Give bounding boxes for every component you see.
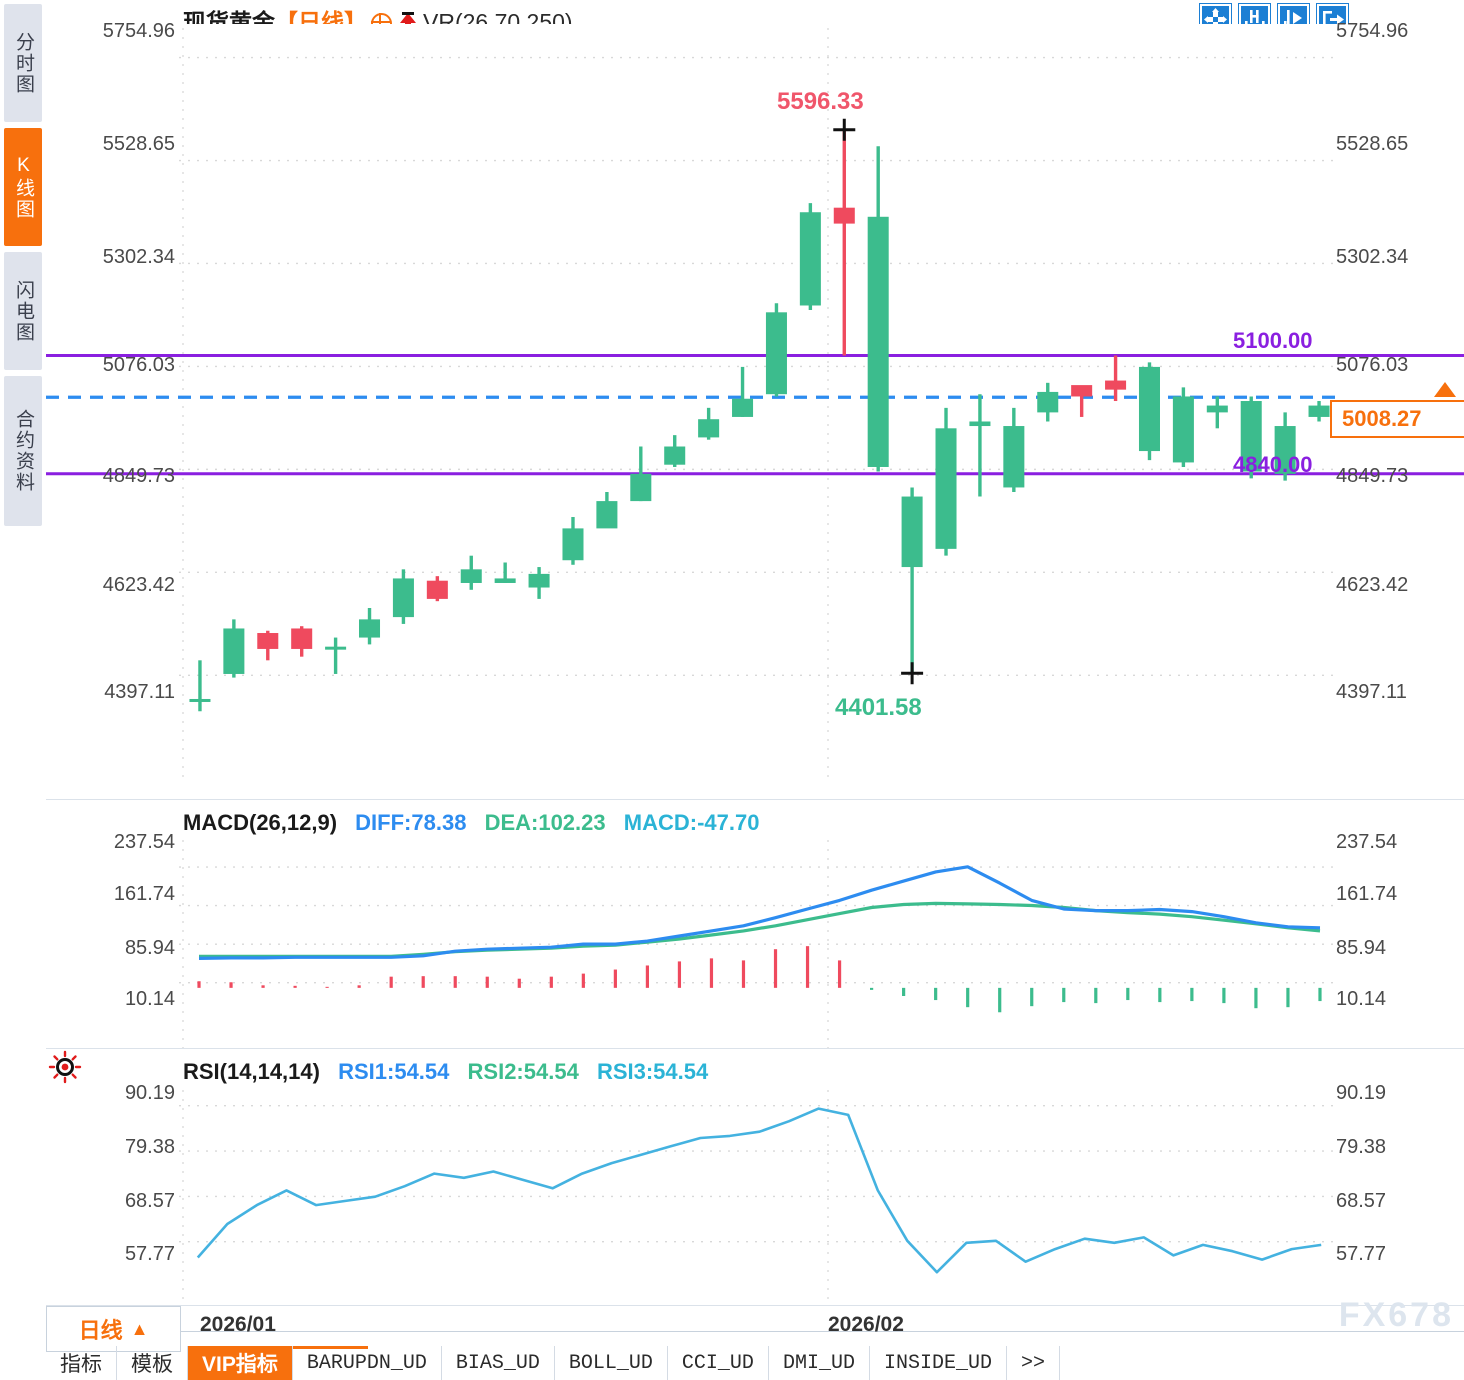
low-annotation: 4401.58 bbox=[835, 694, 922, 721]
price-tag-arrow-icon bbox=[1434, 382, 1456, 397]
rsi-tick-right: 90.19 bbox=[1336, 1082, 1387, 1104]
tab-boll-ud[interactable]: BOLL_UD bbox=[555, 1346, 668, 1380]
macd-tick-right: 10.14 bbox=[1336, 988, 1387, 1010]
sidebar-item-contract-info[interactable]: 合约资料 bbox=[4, 376, 42, 526]
tab-[interactable]: 模板 bbox=[117, 1346, 188, 1380]
price-tick: 5754.96 bbox=[102, 20, 175, 42]
rsi-tick: 79.38 bbox=[124, 1136, 175, 1158]
tab-dmi-ud[interactable]: DMI_UD bbox=[769, 1346, 870, 1380]
tab-vip[interactable]: VIP指标 bbox=[188, 1346, 293, 1380]
macd-title: MACD(26,12,9) bbox=[183, 810, 338, 835]
price-tick: 4397.11 bbox=[104, 681, 175, 703]
price-tick-right: 4397.11 bbox=[1336, 681, 1407, 703]
tab-[interactable]: 指标 bbox=[46, 1346, 117, 1380]
tab-[interactable]: >> bbox=[1007, 1346, 1060, 1380]
tab-cci-ud[interactable]: CCI_UD bbox=[668, 1346, 769, 1380]
bottom-divider bbox=[46, 1305, 1464, 1306]
rsi-tick: 57.77 bbox=[124, 1243, 175, 1265]
rsi-tick-right: 68.57 bbox=[1336, 1190, 1387, 1212]
tab-inside-ud[interactable]: INSIDE_UD bbox=[870, 1346, 1007, 1380]
rsi2-value: RSI2:54.54 bbox=[467, 1059, 579, 1084]
sidebar-item-timeshare-chart[interactable]: 分时图 bbox=[4, 4, 42, 122]
candlestick-chart[interactable] bbox=[46, 24, 1464, 799]
macd-dea-value: DEA:102.23 bbox=[484, 810, 606, 835]
tab-barupdn-ud[interactable]: BARUPDN_UD bbox=[293, 1346, 442, 1380]
panel-divider bbox=[46, 1048, 1464, 1049]
sun-icon[interactable] bbox=[47, 1049, 83, 1085]
price-tick-right: 5528.65 bbox=[1336, 133, 1409, 155]
watermark: FX678 bbox=[1338, 1296, 1454, 1334]
macd-value: MACD:-47.70 bbox=[623, 810, 760, 835]
macd-tick-right: 85.94 bbox=[1336, 937, 1387, 959]
level-label-5100: 5100.00 bbox=[1233, 328, 1313, 353]
rsi-tick: 90.19 bbox=[124, 1082, 175, 1104]
up-arrow-icon bbox=[398, 11, 418, 36]
bottom-border bbox=[46, 1331, 1464, 1332]
macd-tick-right: 237.54 bbox=[1336, 831, 1398, 853]
price-tick: 4849.73 bbox=[102, 465, 175, 487]
rsi3-value: RSI3:54.54 bbox=[596, 1059, 709, 1084]
rsi1-value: RSI1:54.54 bbox=[338, 1059, 450, 1084]
price-tick: 5528.65 bbox=[102, 133, 175, 155]
macd-tick: 237.54 bbox=[113, 831, 175, 853]
period-selector-label: 日线 bbox=[78, 1318, 123, 1343]
macd-tick: 161.74 bbox=[113, 883, 175, 905]
current-price-tag[interactable]: 5008.27 bbox=[1330, 400, 1464, 438]
price-tick-right: 5754.96 bbox=[1336, 20, 1409, 42]
high-annotation: 5596.33 bbox=[777, 88, 864, 115]
price-tick-right: 5076.03 bbox=[1336, 354, 1409, 376]
indicator-tabbar[interactable]: 指标 模板 VIP指标 BARUPDN_UD BIAS_UD BOLL_UD CCI_UD D… bbox=[46, 1346, 1464, 1380]
price-tick: 5076.03 bbox=[102, 354, 175, 376]
price-tick: 5302.34 bbox=[102, 246, 175, 268]
rsi-tick: 68.57 bbox=[124, 1190, 175, 1212]
date-label: 2026/01 bbox=[200, 1313, 276, 1336]
price-tick-right: 4623.42 bbox=[1336, 574, 1409, 596]
macd-tick-right: 161.74 bbox=[1336, 883, 1398, 905]
price-tick: 4623.42 bbox=[102, 574, 175, 596]
date-label: 2026/02 bbox=[828, 1313, 904, 1336]
macd-header: MACD(26,12,9) DIFF:78.38 DEA:102.23 MACD… bbox=[183, 810, 759, 836]
price-tick-right: 4849.73 bbox=[1336, 465, 1409, 487]
rsi-tick-right: 79.38 bbox=[1336, 1136, 1387, 1158]
macd-diff-value: DIFF:78.38 bbox=[355, 810, 467, 835]
rsi-header: RSI(14,14,14) RSI1:54.54 RSI2:54.54 RSI3… bbox=[183, 1059, 708, 1085]
macd-tick: 10.14 bbox=[124, 988, 175, 1010]
panel-divider bbox=[46, 799, 1464, 800]
rsi-tick-right: 57.77 bbox=[1336, 1243, 1387, 1265]
sidebar-item-lightning-chart[interactable]: 闪电图 bbox=[4, 252, 42, 370]
sidebar-item-kline-chart[interactable]: K线图 bbox=[4, 128, 42, 246]
caret-up-icon: ▲ bbox=[130, 1318, 149, 1339]
level-label-4840: 4840.00 bbox=[1233, 452, 1313, 477]
tab-bias-ud[interactable]: BIAS_UD bbox=[442, 1346, 555, 1380]
period-selector-button[interactable]: 日线 ▲ bbox=[46, 1306, 181, 1352]
rsi-title: RSI(14,14,14) bbox=[183, 1059, 320, 1084]
rsi-chart[interactable] bbox=[46, 1090, 1464, 1305]
macd-chart[interactable] bbox=[46, 840, 1464, 1048]
price-tick-right: 5302.34 bbox=[1336, 246, 1409, 268]
macd-tick: 85.94 bbox=[124, 937, 175, 959]
left-sidebar: 分时图 K线图 闪电图 合约资料 bbox=[0, 0, 46, 1332]
